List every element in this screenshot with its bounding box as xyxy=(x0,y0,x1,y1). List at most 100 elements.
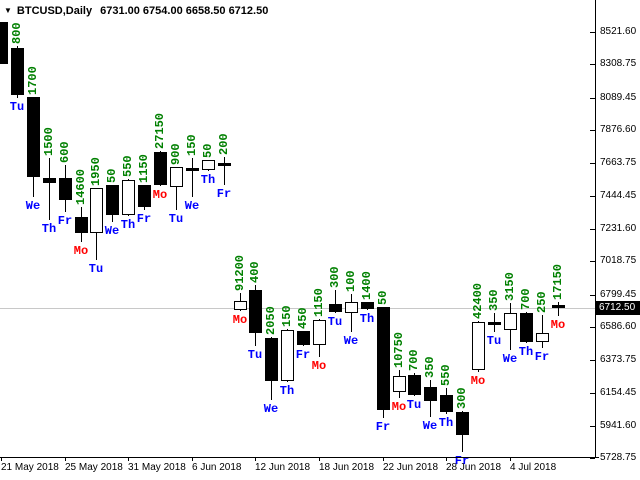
volume-label: 1950 xyxy=(89,157,103,186)
candle-body xyxy=(43,178,56,183)
price-tick-mark xyxy=(590,196,595,197)
candle-body xyxy=(106,185,119,215)
candle-wick xyxy=(176,167,177,210)
volume-label: 91200 xyxy=(233,254,247,291)
price-tick-label: 5941.60 xyxy=(600,420,637,431)
date-tick-label: 25 May 2018 xyxy=(65,462,123,473)
volume-label: 700 xyxy=(519,288,533,310)
date-tick-label: 31 May 2018 xyxy=(128,462,186,473)
weekday-label: We xyxy=(422,419,438,433)
volume-label: 800 xyxy=(10,22,24,44)
candle-wick xyxy=(49,158,50,220)
candle-body xyxy=(75,217,88,233)
price-tick-mark xyxy=(590,98,595,99)
weekday-label: Mo xyxy=(152,188,168,202)
chart-plot-area[interactable]: 800 Tu 1700 We 1500 Th 600 Fr 14600 Mo 1950 Tu 50 We 5… xyxy=(0,0,599,467)
symbol-dropdown-icon[interactable]: ▼ xyxy=(4,6,12,15)
candle-body xyxy=(138,185,151,207)
time-axis-line xyxy=(0,457,599,458)
current-price-line xyxy=(0,308,595,309)
chart-title-bar: ▼ BTCUSD,Daily 6731.00 6754.00 6658.50 6… xyxy=(4,4,268,18)
weekday-label: Th xyxy=(518,345,534,359)
candle-wick xyxy=(335,290,336,313)
candle-body xyxy=(202,160,215,170)
candle-body xyxy=(265,338,278,381)
candle-body xyxy=(281,330,294,381)
volume-label: 550 xyxy=(439,364,453,386)
price-tick-mark xyxy=(590,32,595,33)
candle-body xyxy=(170,167,183,187)
volume-label: 700 xyxy=(407,349,421,371)
candle-body xyxy=(408,375,421,395)
weekday-label: Mo xyxy=(550,318,566,332)
weekday-label: We xyxy=(343,334,359,348)
volume-label: 600 xyxy=(58,141,72,163)
candle-body xyxy=(472,322,485,370)
price-tick-mark xyxy=(590,393,595,394)
weekday-label: We xyxy=(25,199,41,213)
volume-label: 350 xyxy=(423,356,437,378)
weekday-label: Fr xyxy=(534,350,550,364)
volume-label: 450 xyxy=(296,307,310,329)
candle-body xyxy=(27,97,40,177)
date-tick-mark xyxy=(383,458,384,461)
price-axis-line xyxy=(595,0,596,458)
candle-body xyxy=(297,331,310,345)
candle-body xyxy=(504,313,517,330)
price-tick-mark xyxy=(590,229,595,230)
price-tick-mark xyxy=(590,458,595,459)
volume-label: 300 xyxy=(328,266,342,288)
candle-wick xyxy=(351,294,352,332)
price-tick-label: 7663.75 xyxy=(600,157,637,168)
price-tick-label: 8308.75 xyxy=(600,58,637,69)
current-price-box: 6712.50 xyxy=(596,301,640,315)
candle-body xyxy=(393,376,406,392)
weekday-label: Fr xyxy=(454,454,470,468)
price-tick-mark xyxy=(590,295,595,296)
volume-label: 42400 xyxy=(471,282,485,319)
price-tick-label: 6154.45 xyxy=(600,387,637,398)
candle-body xyxy=(249,290,262,333)
weekday-label: Mo xyxy=(73,244,89,258)
candle-body xyxy=(361,302,374,309)
price-tick-label: 7018.75 xyxy=(600,255,637,266)
volume-label: 10750 xyxy=(392,331,406,368)
price-tick-label: 7231.60 xyxy=(600,223,637,234)
date-tick-label: 21 May 2018 xyxy=(1,462,59,473)
candle-body xyxy=(520,313,533,342)
price-tick-label: 8521.60 xyxy=(600,26,637,37)
candle-wick xyxy=(192,158,193,197)
volume-label: 300 xyxy=(455,387,469,409)
date-tick-label: 28 Jun 2018 xyxy=(446,462,502,473)
price-tick-label: 8089.45 xyxy=(600,92,637,103)
date-tick-label: 6 Jun 2018 xyxy=(192,462,242,473)
candle-body xyxy=(59,178,72,200)
weekday-label: We xyxy=(184,199,200,213)
price-tick-label: 7876.60 xyxy=(600,124,637,135)
weekday-label: Tu xyxy=(406,398,422,412)
weekday-label: Th xyxy=(359,312,375,326)
ohlc-readout: 6731.00 6754.00 6658.50 6712.50 xyxy=(100,5,269,17)
volume-label: 100 xyxy=(344,270,358,292)
candle-body xyxy=(154,152,167,185)
candle-body xyxy=(488,322,501,325)
weekday-label: Fr xyxy=(136,212,152,226)
candle-body xyxy=(90,188,103,233)
candle-body xyxy=(218,163,231,166)
candle-wick xyxy=(542,315,543,348)
price-tick-mark xyxy=(590,327,595,328)
volume-label: 400 xyxy=(248,261,262,283)
price-tick-label: 6586.60 xyxy=(600,321,637,332)
candle-body xyxy=(536,333,549,342)
candle-body xyxy=(345,302,358,313)
volume-label: 2050 xyxy=(264,306,278,335)
volume-label: 1700 xyxy=(26,66,40,95)
date-tick-mark xyxy=(192,458,193,461)
price-tick-mark xyxy=(590,261,595,262)
volume-label: 250 xyxy=(535,291,549,313)
date-tick-mark xyxy=(255,458,256,461)
weekday-label: Fr xyxy=(375,420,391,434)
volume-label: 150 xyxy=(185,134,199,156)
weekday-label: We xyxy=(263,402,279,416)
